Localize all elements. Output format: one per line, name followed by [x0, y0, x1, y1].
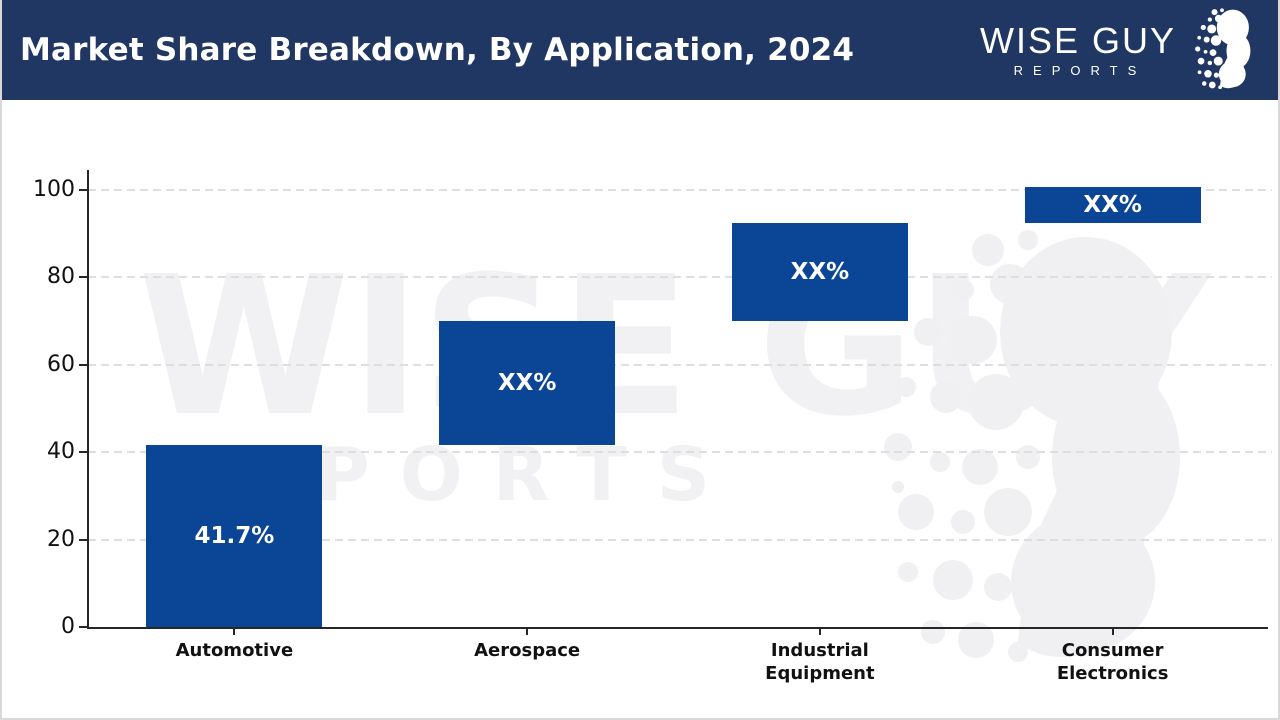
wiseguy-logo: WISE GUY REPORTS: [979, 8, 1266, 91]
y-tick-label-0: 0: [61, 614, 75, 639]
y-tick-80: [79, 276, 87, 278]
gridline-y40: [88, 451, 1272, 453]
wiseguy-head-logo-icon: [1195, 8, 1251, 90]
logo-wordmark: WISE GUY: [979, 19, 1176, 61]
wiseguy-head-watermark-icon: [884, 230, 1180, 662]
bar-automotive: 41.7%: [146, 444, 323, 627]
bar-value-label: XX%: [1083, 192, 1142, 219]
wiseguy-logo-text: WISE GUY REPORTS: [979, 19, 1176, 78]
gridline-y20: [88, 538, 1272, 541]
y-tick-40: [79, 451, 87, 453]
logo-subtitle: REPORTS: [1013, 62, 1147, 78]
y-tick-label-20: 20: [47, 526, 75, 552]
gridline-y80: [88, 276, 1272, 278]
x-category-label: Aerospace: [474, 640, 581, 661]
bar-value-label: 41.7%: [194, 522, 275, 549]
y-axis-line: [87, 170, 89, 629]
bar-consumer-electronics: XX%: [1024, 187, 1201, 224]
x-category-label: Industrial Equipment: [765, 640, 875, 684]
y-tick-label-100: 100: [33, 176, 75, 202]
y-tick-label-80: 80: [47, 264, 75, 289]
bar-value-label: XX%: [790, 258, 850, 285]
y-tick-label-60: 60: [47, 351, 75, 377]
bar-value-label: XX%: [497, 369, 557, 396]
y-tick-0: [79, 626, 87, 628]
x-tick-1: [526, 627, 529, 635]
x-axis-line: [87, 627, 1268, 629]
x-category-label: Consumer Electronics: [1056, 640, 1169, 684]
y-tick-20: [79, 538, 87, 541]
y-tick-label-40: 40: [47, 439, 75, 464]
x-tick-0: [233, 627, 236, 635]
bar-aerospace: XX%: [439, 320, 616, 445]
x-tick-3: [1111, 627, 1114, 635]
bar-industrial-equipment: XX%: [731, 223, 908, 321]
page-title: Market Share Breakdown, By Application, …: [20, 32, 855, 68]
y-tick-100: [79, 188, 87, 191]
gridline-y60: [88, 363, 1272, 366]
x-category-label: Automotive: [175, 640, 294, 661]
gridline-y100: [88, 188, 1272, 191]
y-tick-60: [79, 363, 87, 366]
header-bar: Market Share Breakdown, By Application, …: [2, 0, 1278, 100]
x-tick-2: [818, 627, 821, 635]
